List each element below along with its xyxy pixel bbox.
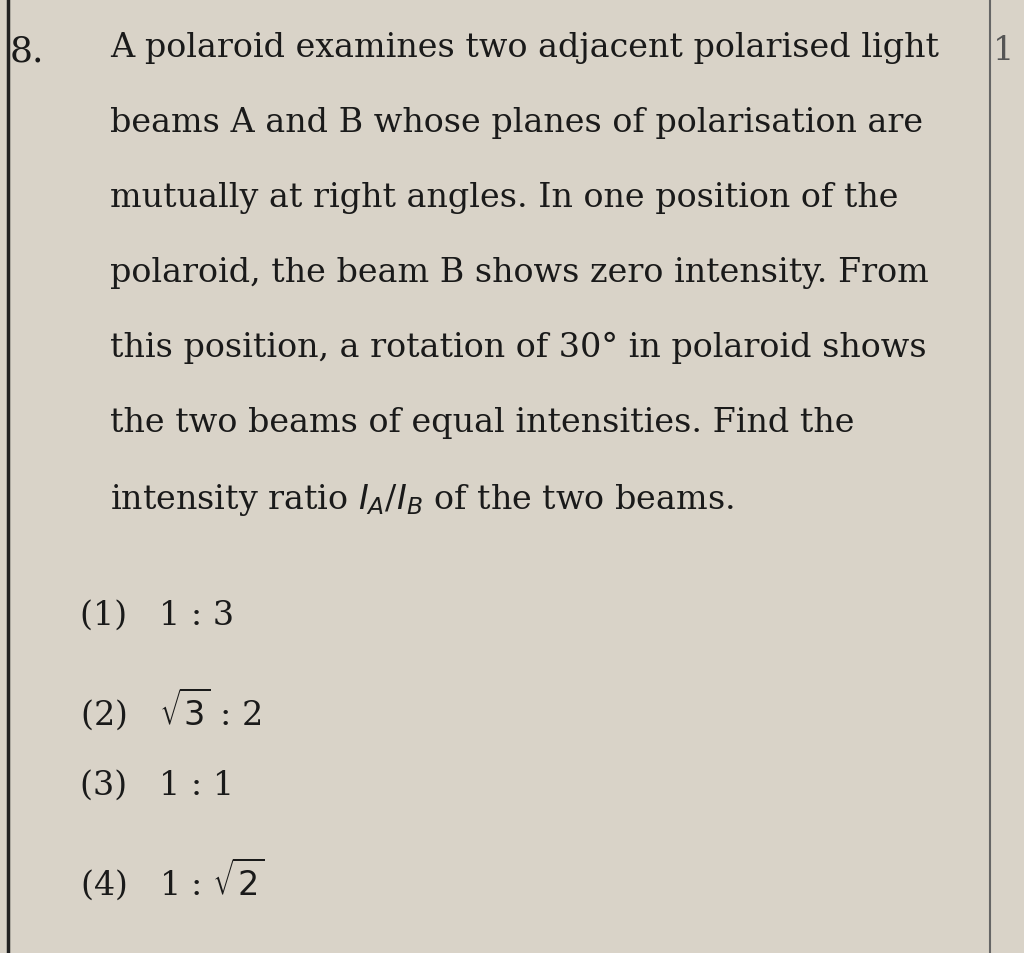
Text: (3)   1 : 1: (3) 1 : 1	[80, 769, 234, 801]
Text: mutually at right angles. In one position of the: mutually at right angles. In one positio…	[110, 182, 898, 213]
Text: the two beams of equal intensities. Find the: the two beams of equal intensities. Find…	[110, 407, 854, 438]
Text: 8.: 8.	[10, 35, 44, 69]
Text: 1: 1	[993, 35, 1014, 67]
Text: (4)   1 : $\sqrt{2}$: (4) 1 : $\sqrt{2}$	[80, 854, 264, 901]
Text: this position, a rotation of 30° in polaroid shows: this position, a rotation of 30° in pola…	[110, 332, 927, 364]
Text: polaroid, the beam B shows zero intensity. From: polaroid, the beam B shows zero intensit…	[110, 256, 929, 289]
Text: beams A and B whose planes of polarisation are: beams A and B whose planes of polarisati…	[110, 107, 923, 139]
Text: (1)   1 : 3: (1) 1 : 3	[80, 599, 234, 631]
Text: A polaroid examines two adjacent polarised light: A polaroid examines two adjacent polaris…	[110, 32, 939, 64]
Text: intensity ratio $I_A$/$I_B$ of the two beams.: intensity ratio $I_A$/$I_B$ of the two b…	[110, 481, 734, 517]
Text: (2)   $\sqrt{3}$ : 2: (2) $\sqrt{3}$ : 2	[80, 684, 261, 731]
